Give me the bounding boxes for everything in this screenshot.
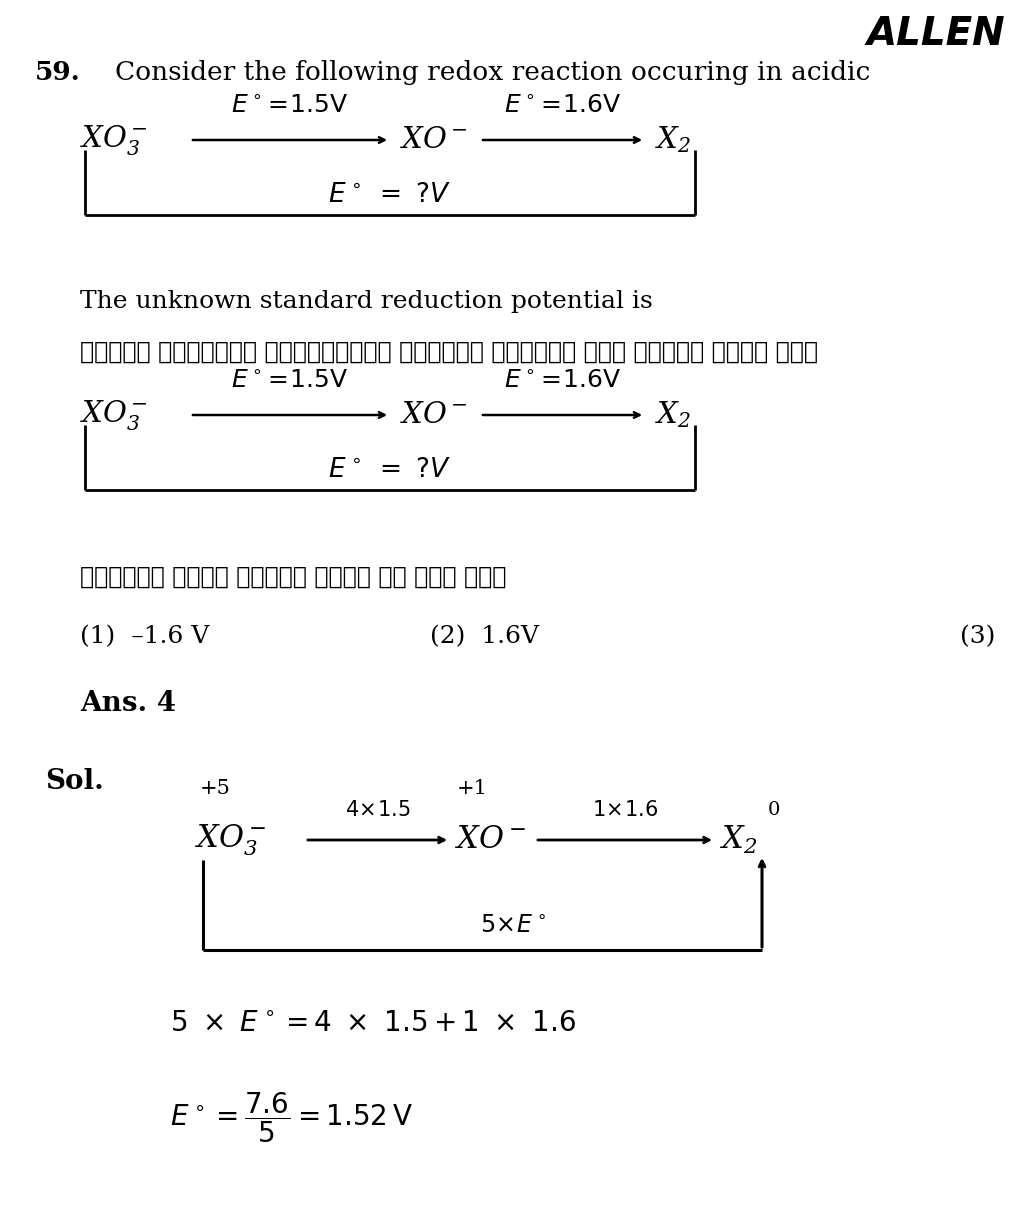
Text: $E^\circ\!=\!1.5\mathrm{V}$: $E^\circ\!=\!1.5\mathrm{V}$ (231, 370, 348, 393)
Text: $E^\circ\ =\ ?V$: $E^\circ\ =\ ?V$ (329, 182, 452, 208)
Text: $\mathregular{XO_3^-}$: $\mathregular{XO_3^-}$ (80, 398, 147, 432)
Text: $5\!\times\!E^\circ$: $5\!\times\!E^\circ$ (479, 915, 546, 938)
Text: 0: 0 (768, 801, 780, 819)
Text: $4\!\times\!1.5$: $4\!\times\!1.5$ (345, 800, 411, 821)
Text: $E^\circ\!=\!1.6\mathrm{V}$: $E^\circ\!=\!1.6\mathrm{V}$ (504, 95, 622, 118)
Text: $\mathregular{XO_3^-}$: $\mathregular{XO_3^-}$ (195, 822, 266, 857)
Text: +1: +1 (457, 779, 488, 799)
Text: Ans. 4: Ans. 4 (80, 690, 176, 717)
Text: (2)  1.6V: (2) 1.6V (430, 625, 539, 648)
Text: $5\ \times\ E^\circ = 4\ \times\ 1.5 + 1\ \times\ 1.6$: $5\ \times\ E^\circ = 4\ \times\ 1.5 + 1… (170, 1010, 575, 1037)
Text: अज्ञात मानक अपचयन विभव का मान है।: अज्ञात मानक अपचयन विभव का मान है। (80, 565, 507, 589)
Text: Sol.: Sol. (45, 768, 103, 795)
Text: $E^\circ\!=\!1.5\mathrm{V}$: $E^\circ\!=\!1.5\mathrm{V}$ (231, 95, 348, 118)
Text: $E^\circ\!=\!1.6\mathrm{V}$: $E^\circ\!=\!1.6\mathrm{V}$ (504, 370, 622, 393)
Text: The unknown standard reduction potential is: The unknown standard reduction potential… (80, 291, 652, 313)
Text: $1\!\times\!1.6$: $1\!\times\!1.6$ (592, 800, 658, 821)
Text: ALLEN: ALLEN (866, 15, 1005, 53)
Text: +5: +5 (200, 779, 230, 799)
Text: निम्न रेडॉक्स अभिक्रिया अम्लीय माध्यम में पूर्ण होती है।: निम्न रेडॉक्स अभिक्रिया अम्लीय माध्यम मे… (80, 339, 818, 364)
Text: $\mathregular{XO^-}$: $\mathregular{XO^-}$ (455, 824, 525, 856)
Text: (1)  –1.6 V: (1) –1.6 V (80, 625, 209, 648)
Text: $\mathregular{XO^-}$: $\mathregular{XO^-}$ (400, 400, 468, 429)
Text: Consider the following redox reaction occuring in acidic: Consider the following redox reaction oc… (115, 60, 870, 85)
Text: $E^\circ = \dfrac{7.6}{5} = 1.52\,\mathrm{V}$: $E^\circ = \dfrac{7.6}{5} = 1.52\,\mathr… (170, 1090, 413, 1144)
Text: $E^\circ\ =\ ?V$: $E^\circ\ =\ ?V$ (329, 457, 452, 482)
Text: $\mathregular{XO_3^-}$: $\mathregular{XO_3^-}$ (80, 123, 147, 158)
Text: $\mathregular{X_2}$: $\mathregular{X_2}$ (655, 125, 691, 155)
Text: (3): (3) (961, 625, 995, 648)
Text: $\mathregular{X_2}$: $\mathregular{X_2}$ (655, 399, 691, 430)
Text: $\mathregular{XO^-}$: $\mathregular{XO^-}$ (400, 126, 468, 154)
Text: $\mathregular{X_2}$: $\mathregular{X_2}$ (720, 824, 759, 856)
Text: 59.: 59. (35, 60, 81, 85)
